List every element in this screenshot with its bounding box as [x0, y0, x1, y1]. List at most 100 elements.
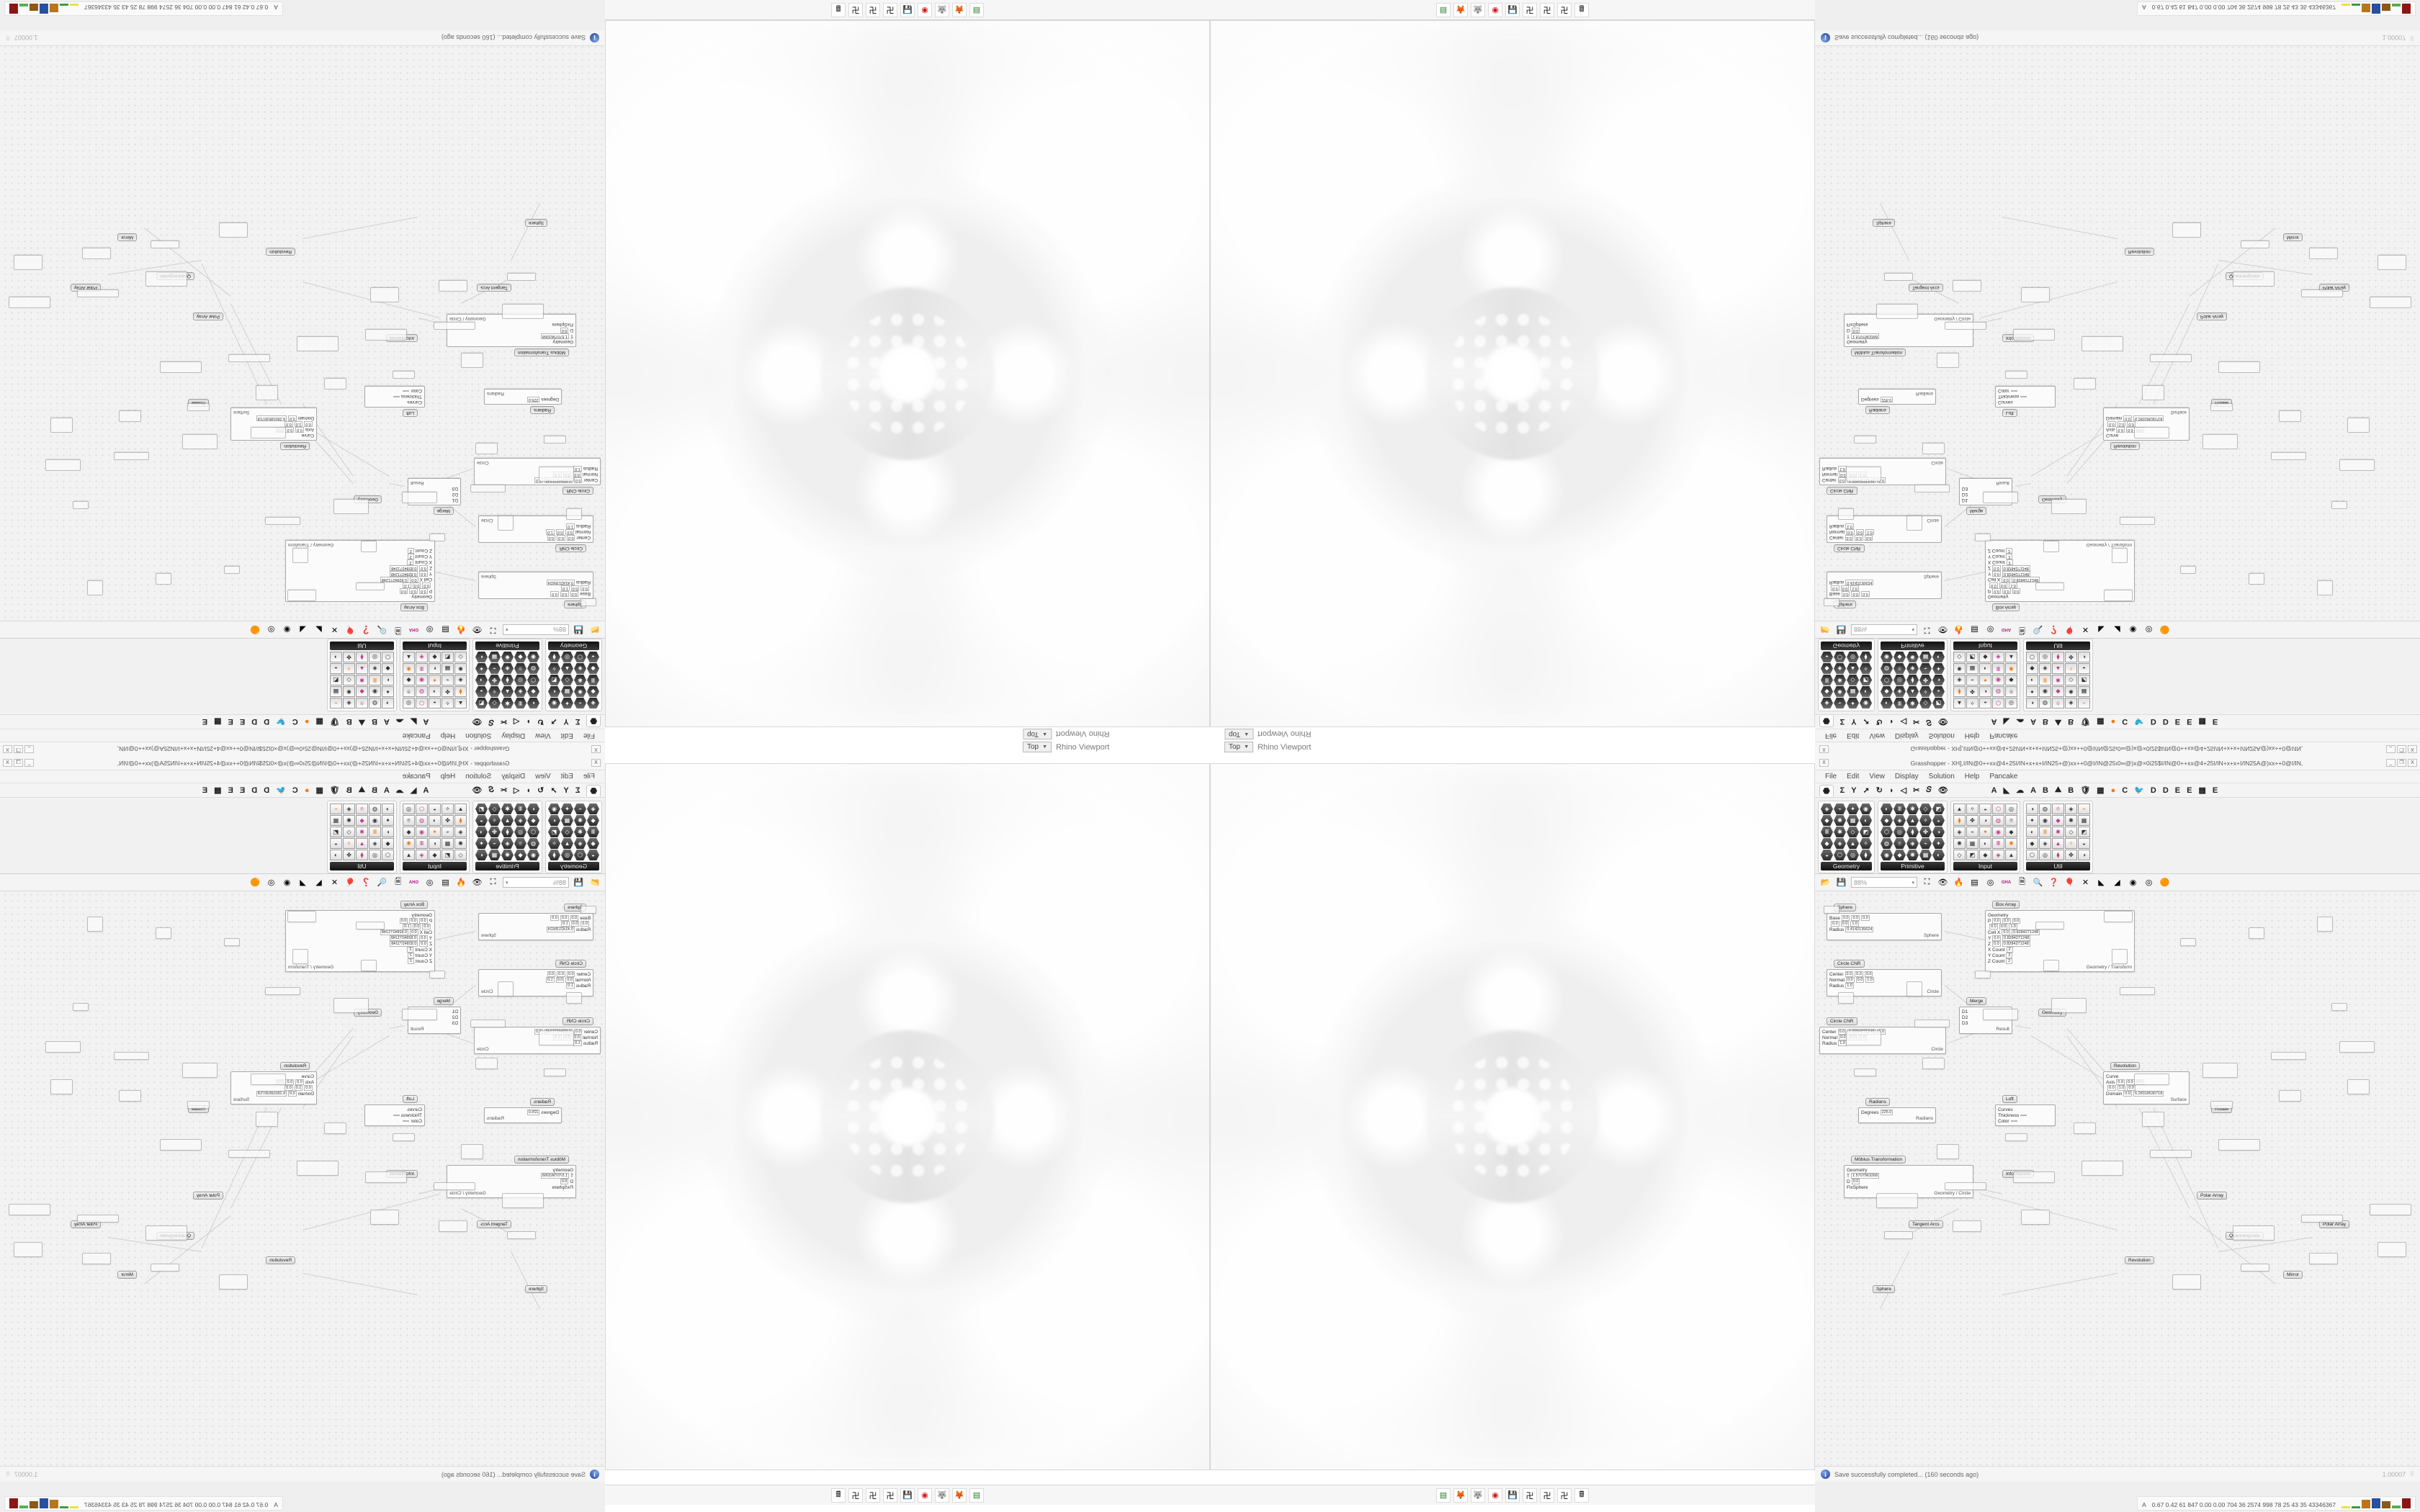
gh-titlebar[interactable]: X Grasshopper - XH],I/IN@0++xx@4+25I/IN+x… — [0, 742, 605, 756]
save-icon[interactable]: 💾 — [900, 2, 915, 17]
viewport-view-combo[interactable]: Top ▼ — [1224, 742, 1254, 752]
gh-node-title[interactable]: Revolution — [2110, 1062, 2140, 1070]
ribbon-component-icon[interactable]: ◎ — [1847, 652, 1859, 662]
tab-cone-icon[interactable]: ◁ — [1900, 717, 1907, 726]
gh-node-value[interactable]: 1.0 — [294, 1085, 303, 1091]
menu-item-edit[interactable]: Edit — [560, 773, 573, 780]
gh-node[interactable] — [2370, 297, 2411, 308]
gh-node-title[interactable]: Möbius Transformation — [514, 1156, 569, 1164]
window-close-button[interactable]: X — [2408, 745, 2417, 753]
gh-node[interactable] — [361, 541, 377, 552]
tab-leaf-icon[interactable]: ◣ — [2003, 786, 2010, 795]
gh-node-value[interactable]: 0.0 — [419, 918, 428, 924]
gh-node-value[interactable]: 0.0 — [1999, 924, 2008, 930]
zoom-input[interactable]: 88% ▾ — [1851, 877, 1917, 888]
ribbon-component-icon[interactable]: ◈ — [1821, 698, 1833, 708]
zoom-input[interactable]: 88% ▾ — [503, 624, 569, 635]
ribbon-component-icon[interactable]: ◩ — [1932, 804, 1945, 814]
ribbon-component-icon[interactable]: ◐ — [527, 698, 539, 708]
tab-blob-icon[interactable]: ◗ — [526, 717, 531, 726]
paint-icon[interactable]: ◢ — [2114, 878, 2120, 887]
ribbon-component-icon[interactable]: ◆ — [2052, 815, 2064, 826]
menu-item-solution[interactable]: Solution — [465, 732, 492, 739]
tab-curl-icon[interactable]: ↻ — [1876, 717, 1883, 726]
ribbon-component-icon[interactable]: ◆ — [587, 838, 599, 849]
gh-node[interactable] — [82, 1253, 111, 1264]
ribbon-component-icon[interactable]: ◈ — [1906, 663, 1919, 674]
swatch[interactable] — [2341, 1506, 2350, 1508]
profiler-icon[interactable]: ▤ — [1971, 878, 1978, 887]
swatch[interactable] — [2362, 1500, 2370, 1508]
color-icon[interactable]: ◎ — [2145, 878, 2153, 887]
ribbon-component-icon[interactable]: ◐ — [1932, 652, 1945, 662]
ribbon-component-icon[interactable]: ⧫ — [1953, 686, 1966, 697]
ribbon-component-icon[interactable]: ⧫ — [548, 652, 560, 662]
gh-node-value[interactable]: 0.0 — [1855, 529, 1865, 535]
gh-node-value[interactable]: 0.0 — [2002, 930, 2010, 935]
window-minimize-button[interactable]: _ — [24, 759, 34, 767]
ribbon-component-icon[interactable]: Ⅲ — [1821, 827, 1833, 837]
ribbon-component-icon[interactable]: ▲ — [356, 663, 368, 674]
gh-node[interactable] — [1953, 1220, 1981, 1232]
ribbon-component-icon[interactable]: ◆ — [356, 686, 368, 697]
ribbon-component-icon[interactable]: ▲ — [561, 663, 573, 674]
gh-titlebar[interactable]: X Grasshopper - XH],I/IN@0++xx@4+25I/IN+x… — [1815, 756, 2420, 770]
ribbon-component-icon[interactable]: ◒ — [429, 804, 441, 814]
save-icon[interactable]: 💾 — [1836, 625, 1847, 634]
ribbon-component-icon[interactable]: Ⅲ — [1821, 675, 1833, 685]
gh-node-value[interactable]: 0.0 — [410, 577, 418, 582]
menu-item-file[interactable]: File — [583, 773, 595, 780]
ribbon-component-icon[interactable]: ◐ — [1881, 698, 1893, 708]
tab-B-icon[interactable]: B — [346, 717, 352, 726]
viewport-view-combo[interactable]: ▲ Top — [1224, 729, 1254, 739]
rhino-viewport-top-left[interactable] — [605, 20, 1210, 727]
gh-node-title[interactable]: Möbius Transformation — [1851, 348, 1906, 356]
ribbon-component-icon[interactable]: ⌾ — [2005, 686, 2017, 697]
tab-D-icon[interactable]: D — [251, 786, 258, 795]
ribbon-component-icon[interactable]: ◇ — [1919, 804, 1932, 814]
ribbon-component-icon[interactable]: ⧫ — [2052, 652, 2064, 662]
tab-curl-icon[interactable]: ↻ — [537, 717, 544, 726]
gh-menubar[interactable]: File Edit View Display Solution Help Pancake — [1815, 770, 2420, 783]
ribbon-component-icon[interactable]: ◎ — [1847, 850, 1859, 860]
tab-B-icon[interactable]: B — [372, 786, 377, 795]
cluster-icon[interactable]: ✕ — [2081, 625, 2089, 634]
gh-node[interactable] — [297, 336, 339, 351]
ribbon-component-icon[interactable]: ◆ — [2005, 675, 2017, 685]
gh-node[interactable] — [2339, 1041, 2375, 1053]
gh-component-tabs[interactable]: ⬣ Σ Y ➚ ↻ ◗ ◁ ✂ 𝑆 👁 A ◣ ☁ A B ⛰ B 🛡 ▦ ● C 🐦 D D E E ▩ E — [1815, 714, 2420, 729]
gh-node-title[interactable]: Polar Array — [192, 1192, 223, 1200]
balloon-icon[interactable]: 🎈 — [2064, 878, 2075, 887]
gh-node-value[interactable]: 0.0 — [409, 588, 418, 594]
ribbon-component-icon[interactable]: ◎ — [2005, 698, 2017, 708]
ribbon-component-icon[interactable]: ◒ — [475, 815, 488, 826]
ribbon-component-icon[interactable]: ◎ — [514, 675, 526, 685]
ribbon-component-icon[interactable]: ✱ — [403, 838, 415, 849]
gh-node[interactable] — [2309, 1253, 2338, 1264]
menu-item-file[interactable]: File — [1825, 773, 1837, 780]
ribbon-component-icon[interactable]: ✤ — [2065, 652, 2077, 662]
gh-node-value[interactable]: 1.0 — [1845, 523, 1854, 529]
gh-node[interactable] — [2112, 548, 2128, 563]
gh-node[interactable] — [87, 917, 103, 932]
gh-node-value[interactable]: 0.0 — [555, 977, 565, 983]
ribbon-component-icon[interactable]: ◩ — [548, 827, 560, 837]
gh-node-value[interactable]: 1.0 — [546, 977, 555, 983]
ribbon-component-icon[interactable]: ◩ — [1860, 827, 1872, 837]
gh-node[interactable]: Degrees 225.0 Radians — [1858, 1107, 1936, 1123]
gh-menubar[interactable]: File Edit View Display Solution Help Pancake — [0, 729, 605, 742]
gh-node[interactable] — [429, 971, 445, 978]
ribbon-component-icon[interactable]: ✺ — [2065, 815, 2077, 826]
swatch[interactable] — [50, 4, 58, 12]
gh-node-value[interactable] — [393, 396, 400, 397]
menu-item-solution[interactable]: Solution — [1928, 732, 1955, 739]
ribbon-component-icon[interactable]: ▦ — [488, 652, 501, 662]
gh-node[interactable] — [429, 534, 445, 541]
ribbon-component-icon[interactable]: ✺ — [1834, 815, 1846, 826]
ribbon-component-icon[interactable]: ◎ — [2039, 850, 2051, 860]
ribbon-component-icon[interactable]: ◐ — [2026, 827, 2038, 837]
gh-node-value[interactable]: 0.8284271248 — [380, 577, 408, 582]
ribbon-component-icon[interactable]: ✺ — [501, 850, 514, 860]
ribbon-component-icon[interactable]: ◇ — [561, 827, 573, 837]
gh-node-value[interactable]: 0.0 — [409, 918, 418, 924]
